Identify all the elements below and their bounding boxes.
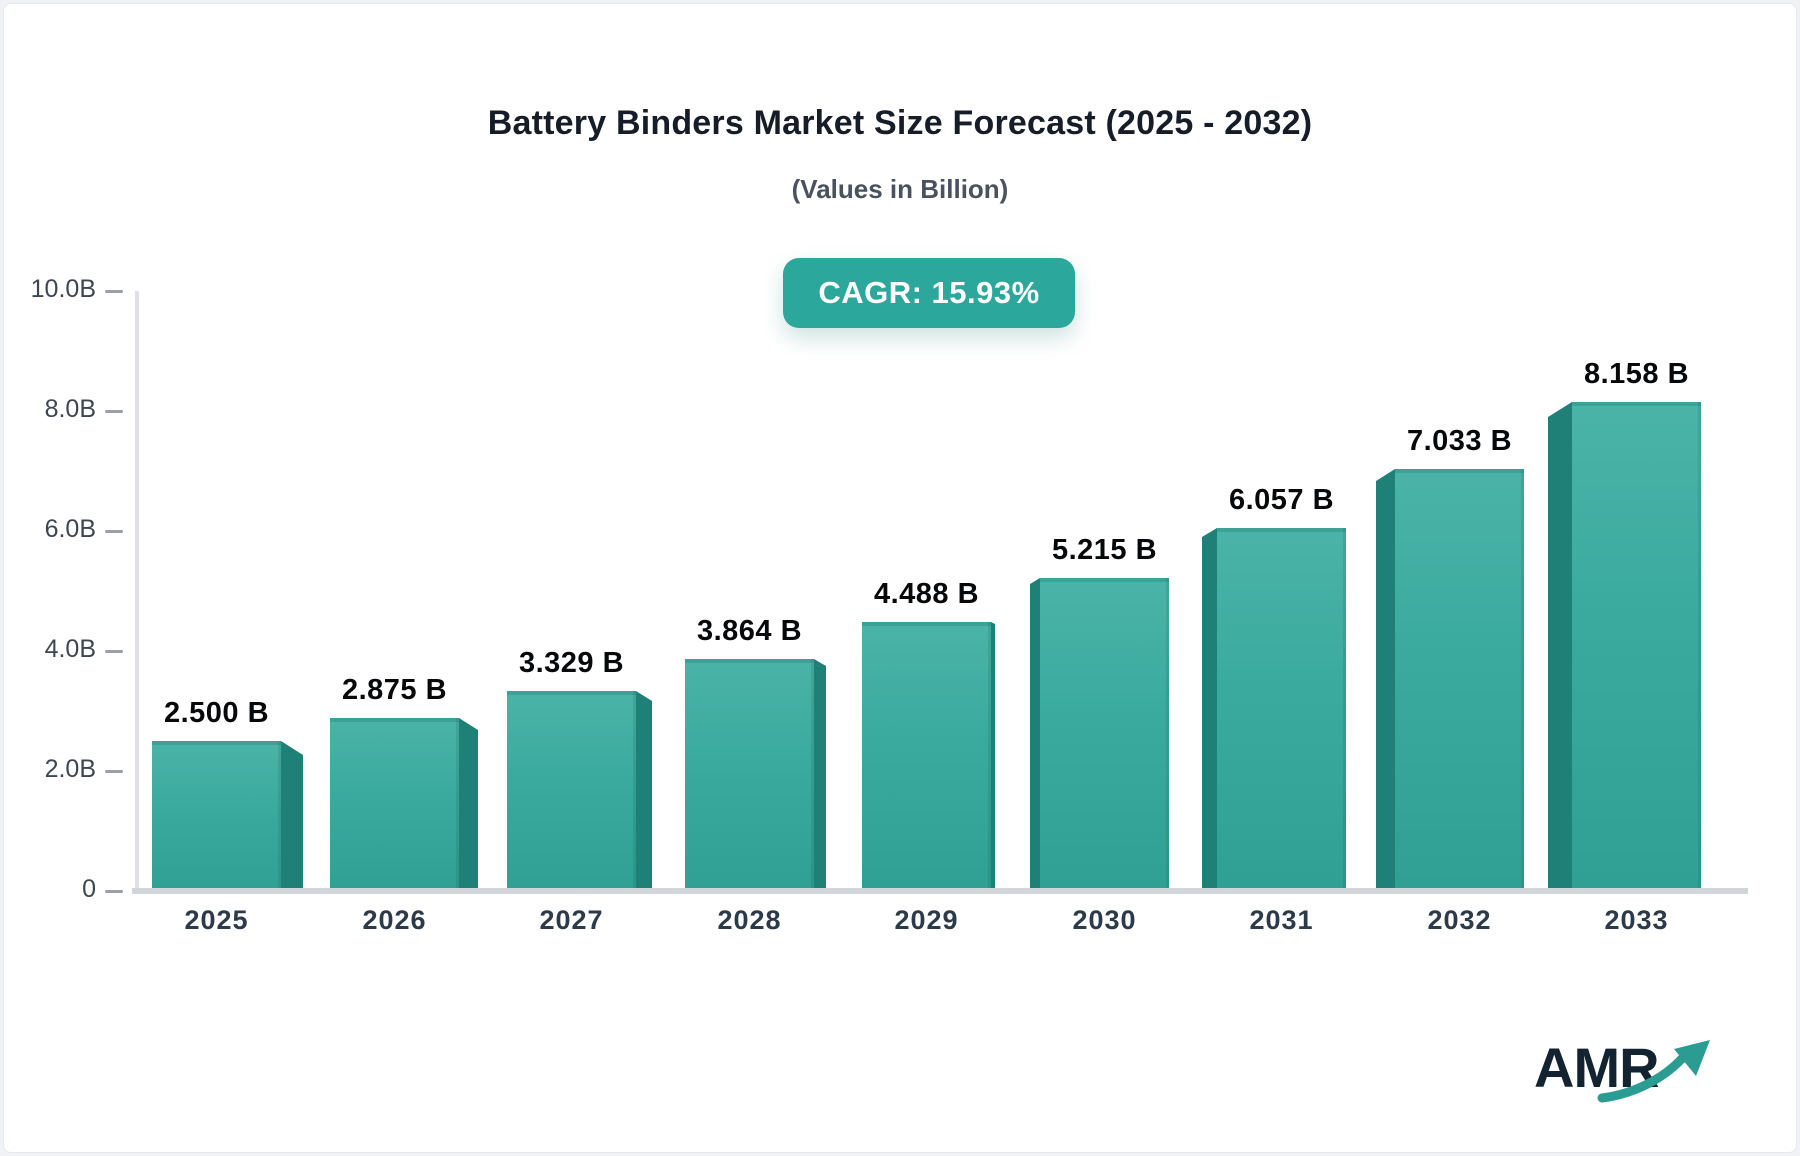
bar-2031 xyxy=(1202,528,1346,891)
y-axis-line xyxy=(135,291,139,891)
bar-value-label: 7.033 B xyxy=(1406,425,1513,457)
chart-subtitle: (Values in Billion) xyxy=(791,174,1009,204)
bar-value-label: 8.158 B xyxy=(1583,358,1690,390)
x-axis-category-label: 2033 xyxy=(1604,905,1669,935)
y-axis-tick-label: 4.0B xyxy=(44,635,96,663)
x-axis-category-label: 2025 xyxy=(184,905,249,935)
x-axis-category-label: 2028 xyxy=(717,905,782,935)
x-axis-category-label: 2026 xyxy=(362,905,427,935)
bar-value-label: 3.329 B xyxy=(518,647,625,679)
y-axis-tick-label: 8.0B xyxy=(44,395,96,423)
bar-side-shade xyxy=(814,659,826,891)
bar-value-label: 2.875 B xyxy=(341,674,448,706)
bar-face xyxy=(330,718,459,891)
bar-side-shade xyxy=(636,691,652,891)
y-axis-tick-label: 6.0B xyxy=(44,515,96,543)
bar-side-shade xyxy=(1376,469,1395,891)
bar-face xyxy=(685,659,814,891)
y-axis-tick-label: 0 xyxy=(82,875,96,903)
bar-side-shade xyxy=(991,622,995,891)
bar-face xyxy=(862,622,991,891)
y-axis-tick-mark xyxy=(105,770,123,773)
chart-card: Battery Binders Market Size Forecast (20… xyxy=(3,3,1797,1153)
growth-arrow-icon xyxy=(1597,1040,1710,1103)
bar-side-shade xyxy=(281,741,303,891)
bar-face xyxy=(1572,402,1701,891)
y-axis-tick-mark xyxy=(105,410,123,413)
bar-2032 xyxy=(1376,469,1524,891)
bar-face xyxy=(1040,578,1169,891)
bar-2027 xyxy=(507,691,652,891)
bar-value-label: 4.488 B xyxy=(873,578,980,610)
x-axis-category-label: 2029 xyxy=(894,905,959,935)
bar-2026 xyxy=(330,718,478,891)
bar-side-shade xyxy=(1202,528,1217,891)
bar-2030 xyxy=(1030,578,1169,891)
y-axis-tick-mark xyxy=(105,530,123,533)
bar-2033 xyxy=(1548,402,1701,891)
bar-side-shade xyxy=(1030,578,1040,891)
y-axis-tick-label: 2.0B xyxy=(44,755,96,783)
bar-2029 xyxy=(862,622,995,891)
bar-value-label: 5.215 B xyxy=(1051,534,1158,566)
chart-title: Battery Binders Market Size Forecast (20… xyxy=(487,104,1313,142)
x-axis-category-label: 2030 xyxy=(1072,905,1137,935)
cagr-badge: CAGR: 15.93% xyxy=(783,258,1075,328)
bar-face xyxy=(1217,528,1346,891)
y-axis-tick-mark xyxy=(105,890,123,893)
x-axis-category-label: 2027 xyxy=(539,905,604,935)
bar-value-label: 6.057 B xyxy=(1228,484,1335,516)
y-axis-tick-mark xyxy=(105,650,123,653)
bar-value-label: 3.864 B xyxy=(696,615,803,647)
bar-side-shade xyxy=(1548,402,1572,891)
y-axis-tick-label: 10.0B xyxy=(30,275,96,303)
bar-side-shade xyxy=(459,718,478,891)
bar-face xyxy=(152,741,281,891)
bar-2025 xyxy=(152,741,303,891)
y-axis-tick-mark xyxy=(105,290,123,293)
bar-2028 xyxy=(685,659,826,891)
bar-face xyxy=(1395,469,1524,891)
bar-value-label: 2.500 B xyxy=(163,697,270,729)
bar-face xyxy=(507,691,636,891)
amr-logo: AMR xyxy=(1534,1036,1724,1116)
x-axis-line xyxy=(132,888,1748,894)
x-axis-category-label: 2031 xyxy=(1249,905,1314,935)
x-axis-category-label: 2032 xyxy=(1427,905,1492,935)
